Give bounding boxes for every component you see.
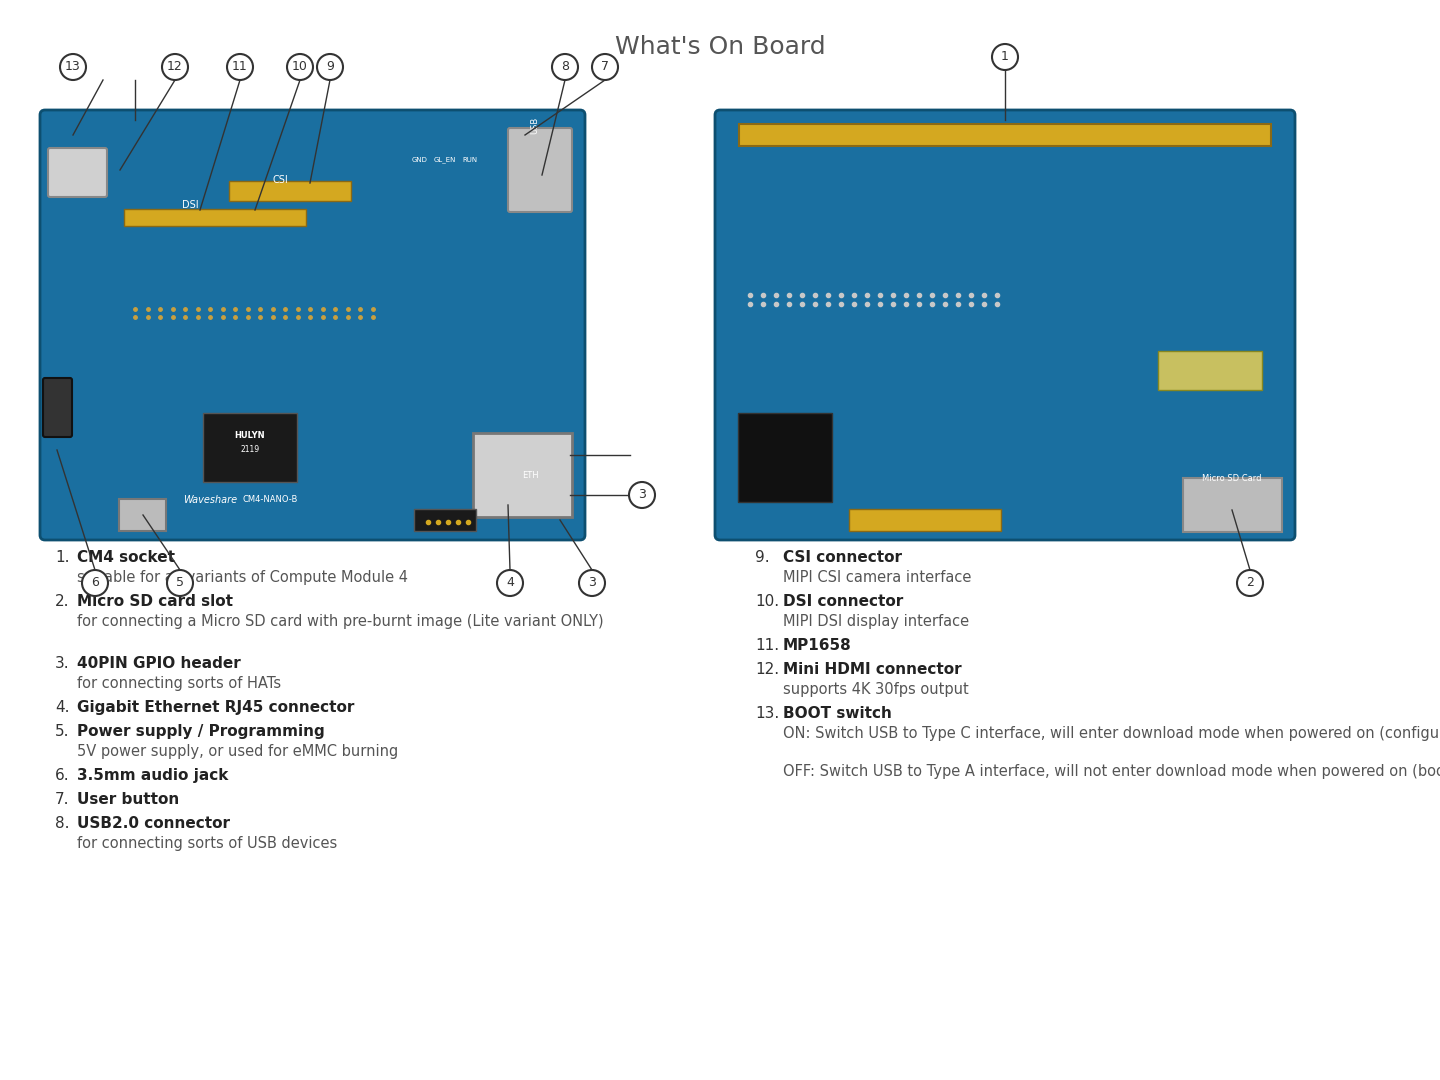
Text: 4.: 4.: [55, 700, 69, 715]
FancyBboxPatch shape: [120, 499, 166, 531]
Text: 2: 2: [1246, 577, 1254, 590]
Text: HULYN: HULYN: [235, 431, 265, 440]
Text: MP1658: MP1658: [783, 638, 851, 653]
Text: 7.: 7.: [55, 792, 69, 807]
Text: 1: 1: [1001, 51, 1009, 64]
Text: 9.: 9.: [755, 550, 769, 565]
Text: supports 4K 30fps output: supports 4K 30fps output: [783, 681, 969, 697]
Text: 7: 7: [600, 60, 609, 73]
Circle shape: [82, 570, 108, 596]
Circle shape: [167, 570, 193, 596]
Text: 13.: 13.: [755, 706, 779, 721]
Text: Gigabit Ethernet RJ45 connector: Gigabit Ethernet RJ45 connector: [76, 700, 354, 715]
FancyBboxPatch shape: [203, 413, 297, 482]
Text: for connecting sorts of HATs: for connecting sorts of HATs: [76, 676, 281, 691]
Text: 3.: 3.: [55, 656, 69, 671]
FancyBboxPatch shape: [1158, 351, 1261, 390]
Text: ETH: ETH: [521, 471, 539, 480]
Text: for connecting a Micro SD card with pre-burnt image (Lite variant ONLY): for connecting a Micro SD card with pre-…: [76, 615, 603, 629]
Circle shape: [60, 54, 86, 80]
FancyBboxPatch shape: [229, 181, 351, 201]
Circle shape: [161, 54, 189, 80]
Text: MIPI DSI display interface: MIPI DSI display interface: [783, 615, 969, 629]
Text: RUN: RUN: [462, 157, 478, 163]
Text: 3: 3: [588, 577, 596, 590]
FancyBboxPatch shape: [48, 148, 107, 197]
Text: 5: 5: [176, 577, 184, 590]
Circle shape: [287, 54, 312, 80]
Text: GND: GND: [412, 157, 428, 163]
Text: 5.: 5.: [55, 724, 69, 739]
Text: Power supply / Programming: Power supply / Programming: [76, 724, 325, 739]
Text: User button: User button: [76, 792, 179, 807]
Text: 40PIN GPIO header: 40PIN GPIO header: [76, 656, 240, 671]
Text: 10: 10: [292, 60, 308, 73]
Text: 11: 11: [232, 60, 248, 73]
Text: 4: 4: [505, 577, 514, 590]
FancyBboxPatch shape: [739, 124, 1272, 146]
Text: What's On Board: What's On Board: [615, 35, 825, 59]
FancyBboxPatch shape: [739, 413, 832, 502]
FancyBboxPatch shape: [716, 110, 1295, 540]
FancyBboxPatch shape: [124, 210, 305, 226]
Text: 5V power supply, or used for eMMC burning: 5V power supply, or used for eMMC burnin…: [76, 744, 399, 759]
Text: 8.: 8.: [55, 816, 69, 831]
Text: suitable for all variants of Compute Module 4: suitable for all variants of Compute Mod…: [76, 570, 408, 585]
Text: Mini HDMI connector: Mini HDMI connector: [783, 662, 962, 677]
Text: Micro SD card slot: Micro SD card slot: [76, 594, 233, 609]
Text: BOOT switch: BOOT switch: [783, 706, 891, 721]
Circle shape: [992, 44, 1018, 70]
Text: GL_EN: GL_EN: [433, 157, 456, 163]
Text: DSI connector: DSI connector: [783, 594, 903, 609]
FancyBboxPatch shape: [40, 110, 585, 540]
Text: CSI: CSI: [272, 175, 288, 185]
Text: Waveshare: Waveshare: [183, 495, 238, 505]
Circle shape: [552, 54, 577, 80]
Text: CM4 socket: CM4 socket: [76, 550, 176, 565]
Circle shape: [592, 54, 618, 80]
Text: 11.: 11.: [755, 638, 779, 653]
Text: 6.: 6.: [55, 768, 69, 783]
Text: MIPI CSI camera interface: MIPI CSI camera interface: [783, 570, 972, 585]
FancyBboxPatch shape: [472, 433, 572, 517]
FancyBboxPatch shape: [850, 509, 1001, 531]
Text: CSI connector: CSI connector: [783, 550, 901, 565]
Circle shape: [317, 54, 343, 80]
Text: 8: 8: [562, 60, 569, 73]
Text: Micro SD Card: Micro SD Card: [1202, 474, 1261, 483]
Text: 2.: 2.: [55, 594, 69, 609]
Text: for connecting sorts of USB devices: for connecting sorts of USB devices: [76, 836, 337, 851]
Circle shape: [1237, 570, 1263, 596]
FancyBboxPatch shape: [1184, 478, 1282, 532]
FancyBboxPatch shape: [43, 378, 72, 437]
Text: CM4-NANO-B: CM4-NANO-B: [242, 496, 298, 504]
Text: 12.: 12.: [755, 662, 779, 677]
Text: ON: Switch USB to Type C interface, will enter download mode when powered on (co: ON: Switch USB to Type C interface, will…: [783, 726, 1440, 741]
Text: USB: USB: [530, 117, 540, 134]
Circle shape: [579, 570, 605, 596]
Text: 10.: 10.: [755, 594, 779, 609]
FancyBboxPatch shape: [508, 129, 572, 212]
Text: 9: 9: [325, 60, 334, 73]
FancyBboxPatch shape: [415, 509, 477, 531]
Text: 13: 13: [65, 60, 81, 73]
Text: 1.: 1.: [55, 550, 69, 565]
Text: OFF: Switch USB to Type A interface, will not enter download mode when powered o: OFF: Switch USB to Type A interface, wil…: [783, 764, 1440, 779]
Text: DSI: DSI: [181, 200, 199, 210]
Text: 3: 3: [638, 488, 647, 501]
Circle shape: [629, 482, 655, 508]
Text: 2119: 2119: [240, 445, 259, 455]
Text: 12: 12: [167, 60, 183, 73]
Circle shape: [228, 54, 253, 80]
Text: 3.5mm audio jack: 3.5mm audio jack: [76, 768, 229, 783]
Text: USB2.0 connector: USB2.0 connector: [76, 816, 230, 831]
Circle shape: [497, 570, 523, 596]
Text: 6: 6: [91, 577, 99, 590]
